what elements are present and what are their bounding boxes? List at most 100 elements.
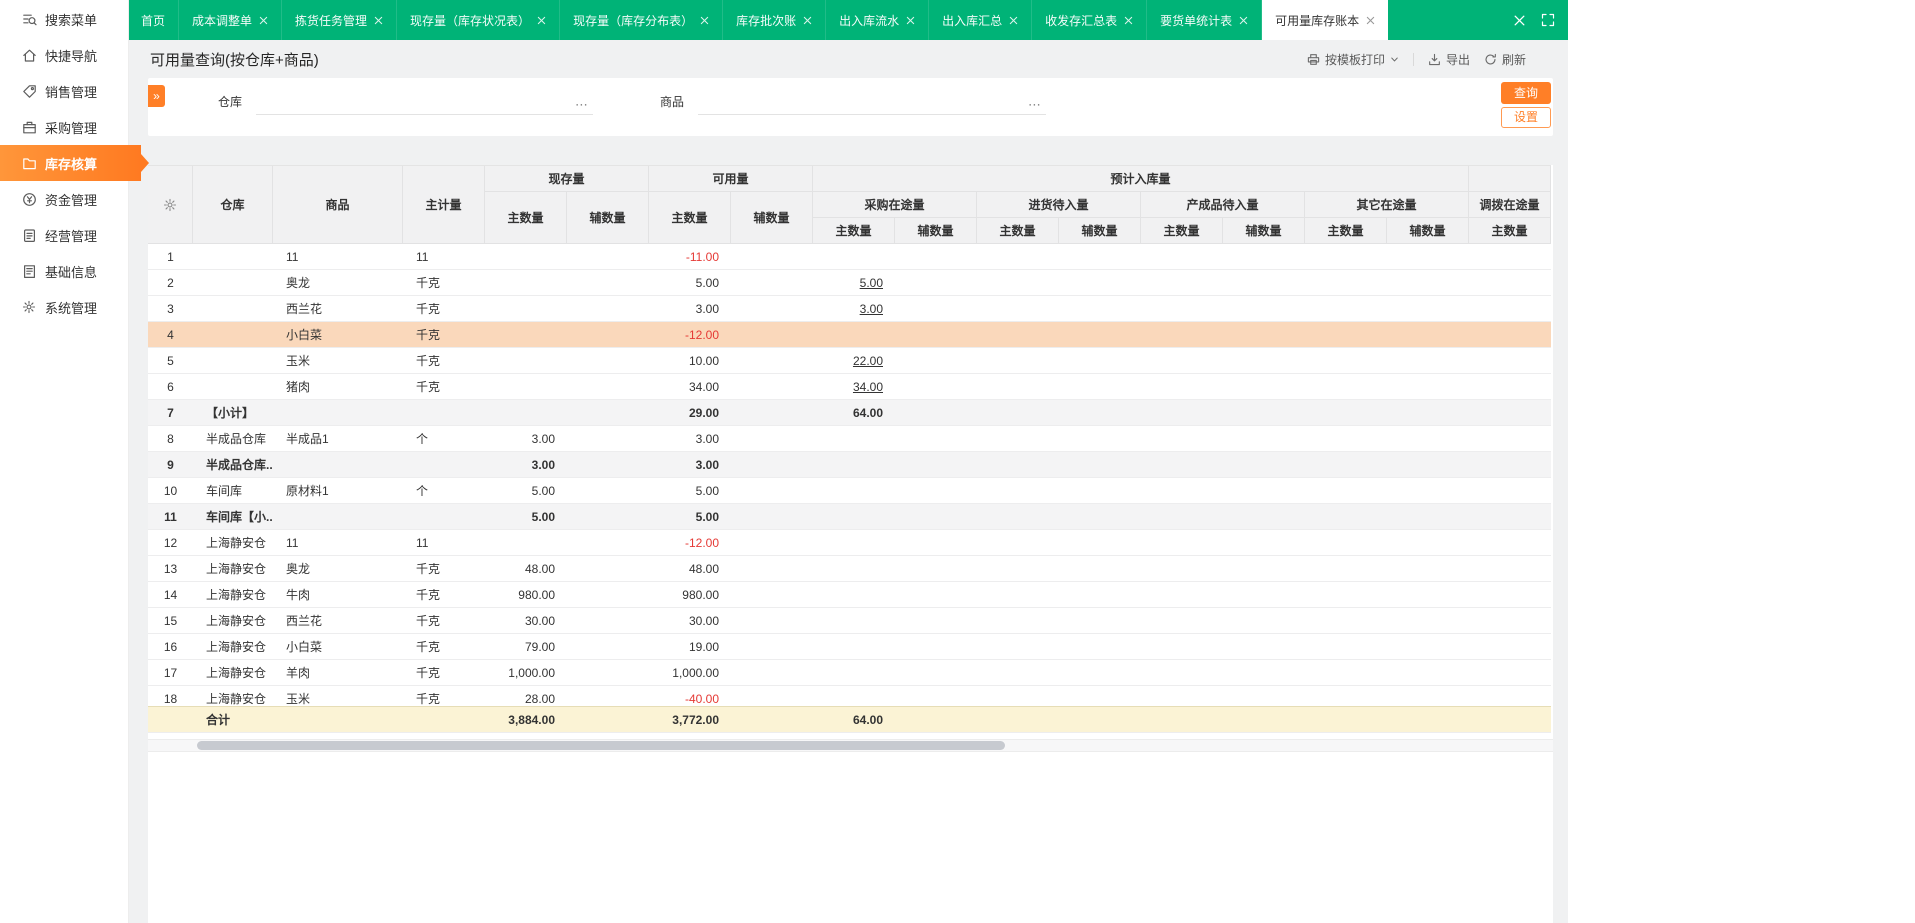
tab-close-icon[interactable] — [700, 16, 709, 25]
table-cell: 1,000.00 — [508, 665, 555, 680]
table-cell — [1223, 634, 1305, 659]
table-row[interactable]: 8 半成品仓库 半成品1 个 3.00 3.00 — [148, 426, 1551, 452]
table-row[interactable]: 17 上海静安仓 羊肉 千克 1,000.00 1,000.00 — [148, 660, 1551, 686]
tab-close-icon[interactable] — [1366, 16, 1375, 25]
table-cell — [977, 374, 1059, 399]
table-cell — [567, 452, 649, 477]
tab-inout-summary[interactable]: 出入库汇总 — [929, 0, 1033, 40]
table-cell — [977, 348, 1059, 373]
product-filter-input[interactable]: ⋯ — [698, 88, 1047, 115]
query-button[interactable]: 查询 — [1501, 82, 1551, 104]
table-cell — [895, 452, 977, 477]
tab-inout-flow[interactable]: 出入库流水 — [826, 0, 930, 40]
sidebar-item-quick-nav[interactable]: 快捷导航 — [0, 37, 128, 73]
column-settings-button[interactable] — [148, 166, 193, 244]
tab-stock-distribution[interactable]: 现存量（库存分布表） — [560, 0, 724, 40]
table-cell — [1305, 322, 1387, 347]
sidebar-item-sales[interactable]: 销售管理 — [0, 73, 128, 109]
tab-bar-actions — [1500, 0, 1568, 40]
table-cell — [1469, 270, 1551, 295]
tab-receive-dispatch-summary[interactable]: 收发存汇总表 — [1032, 0, 1148, 40]
sidebar-item-purchase[interactable]: 采购管理 — [0, 109, 128, 145]
tab-close-icon[interactable] — [1124, 16, 1133, 25]
table-cell — [567, 634, 649, 659]
tab-close-icon[interactable] — [374, 16, 383, 25]
table-cell: 30.00 — [688, 613, 719, 628]
table-cell: 19.00 — [688, 639, 719, 654]
print-button-label: 按模板打印 — [1324, 52, 1385, 67]
table-cell — [895, 426, 977, 451]
tab-label: 成本调整单 — [192, 13, 253, 28]
tab-picking-task[interactable]: 拣货任务管理 — [282, 0, 398, 40]
drill-down-link[interactable]: 3.00 — [859, 301, 883, 316]
drill-down-link[interactable]: 22.00 — [852, 353, 883, 368]
warehouse-picker-button[interactable]: ⋯ — [575, 96, 590, 112]
table-row[interactable]: 4 小白菜 千克 -12.00 — [148, 322, 1551, 348]
tab-stock-batch-ledger[interactable]: 库存批次账 — [723, 0, 827, 40]
tab-close-icon[interactable] — [537, 16, 546, 25]
table-row[interactable]: 16 上海静安仓 小白菜 千克 79.00 19.00 — [148, 634, 1551, 660]
tab-close-icon[interactable] — [259, 16, 268, 25]
table-cell: 3,884.00 — [508, 712, 555, 727]
warehouse-filter-label: 仓库 — [218, 94, 243, 109]
warehouse-filter-input[interactable]: ⋯ — [256, 88, 594, 115]
column-header: 辅数量 — [1387, 218, 1469, 244]
table-cell: 猪肉 — [286, 380, 311, 394]
drill-down-link[interactable]: 34.00 — [852, 379, 883, 394]
sidebar-item-search-menu[interactable]: 搜索菜单 — [0, 1, 128, 37]
table-row[interactable]: 18 上海静安仓 玉米 千克 28.00 -40.00 — [148, 686, 1551, 706]
table-row[interactable]: 12 上海静安仓 11 11 -12.00 — [148, 530, 1551, 556]
table-row[interactable]: 6 猪肉 千克 34.00 34.00 — [148, 374, 1551, 400]
tab-cost-adjustment[interactable]: 成本调整单 — [179, 0, 283, 40]
subtotal-row[interactable]: 7 【小计】 29.00 64.00 — [148, 400, 1551, 426]
sidebar-item-operations[interactable]: 经营管理 — [0, 217, 128, 253]
table-row[interactable]: 14 上海静安仓 牛肉 千克 980.00 980.00 — [148, 582, 1551, 608]
subtotal-row[interactable]: 9 半成品仓库... 3.00 3.00 — [148, 452, 1551, 478]
table-cell: 6 — [167, 379, 174, 394]
print-by-template-button[interactable]: 按模板打印 — [1307, 51, 1399, 68]
tab-close-icon[interactable] — [803, 16, 812, 25]
fullscreen-icon[interactable] — [1541, 13, 1555, 27]
table-row[interactable]: 3 西兰花 千克 3.00 3.00 — [148, 296, 1551, 322]
table-cell: 10 — [163, 483, 178, 498]
table-row[interactable]: 10 车间库 原材料1 个 5.00 5.00 — [148, 478, 1551, 504]
table-row[interactable]: 2 奥龙 千克 5.00 5.00 — [148, 270, 1551, 296]
export-button[interactable]: 导出 — [1428, 51, 1470, 68]
filter-panel: » 仓库 ⋯ 商品 ⋯ 查询 设置 — [148, 78, 1553, 136]
table-cell: 14 — [163, 587, 178, 602]
table-header: 仓库 商品 主计量 现存量 主数量 辅数量 可用量 主数量 辅数量 预计入库量 采购在途量 主数量 辅数… — [148, 165, 1551, 244]
table-cell: 1,000.00 — [672, 665, 719, 680]
table-row[interactable]: 13 上海静安仓 奥龙 千克 48.00 48.00 — [148, 556, 1551, 582]
settings-button[interactable]: 设置 — [1501, 107, 1551, 128]
table-row[interactable]: 1 11 11 -11.00 — [148, 244, 1551, 270]
sidebar-item-inventory-accounting[interactable]: 库存核算 — [0, 145, 149, 181]
table-cell — [813, 686, 895, 706]
column-group: 可用量 主数量 辅数量 — [649, 166, 813, 244]
tab-home[interactable]: 首页 — [128, 0, 180, 40]
tab-demand-order-stats[interactable]: 要货单统计表 — [1147, 0, 1263, 40]
table-cell — [1387, 634, 1469, 659]
sidebar-item-base-info[interactable]: 基础信息 — [0, 253, 128, 289]
horizontal-scrollbar[interactable] — [148, 739, 1553, 752]
table-row[interactable]: 15 上海静安仓 西兰花 千克 30.00 30.00 — [148, 608, 1551, 634]
sidebar-item-system[interactable]: 系统管理 — [0, 289, 128, 325]
tab-available-stock-ledger[interactable]: 可用量库存账本 — [1262, 0, 1389, 40]
table-cell — [895, 296, 977, 321]
refresh-button[interactable]: 刷新 — [1484, 51, 1526, 68]
close-icon[interactable] — [1513, 14, 1526, 27]
collapse-filter-button[interactable]: » — [148, 85, 165, 107]
horizontal-scrollbar-thumb[interactable] — [197, 741, 1005, 750]
tab-close-icon[interactable] — [906, 16, 915, 25]
gear-icon[interactable] — [163, 198, 177, 212]
sidebar: 搜索菜单 快捷导航 销售管理 采购管理 库存核算 资金管理 经营管理 基础信息 系统管理 — [0, 0, 149, 923]
tab-stock-status[interactable]: 现存量（库存状况表） — [397, 0, 561, 40]
chevron-down-icon[interactable] — [1390, 55, 1399, 64]
tab-close-icon[interactable] — [1009, 16, 1018, 25]
product-picker-button[interactable]: ⋯ — [1028, 96, 1043, 112]
sidebar-item-funds[interactable]: 资金管理 — [0, 181, 128, 217]
tab-close-icon[interactable] — [1239, 16, 1248, 25]
table-row[interactable]: 5 玉米 千克 10.00 22.00 — [148, 348, 1551, 374]
table-cell — [1141, 608, 1223, 633]
subtotal-row[interactable]: 11 车间库【小... 5.00 5.00 — [148, 504, 1551, 530]
drill-down-link[interactable]: 5.00 — [859, 275, 883, 290]
